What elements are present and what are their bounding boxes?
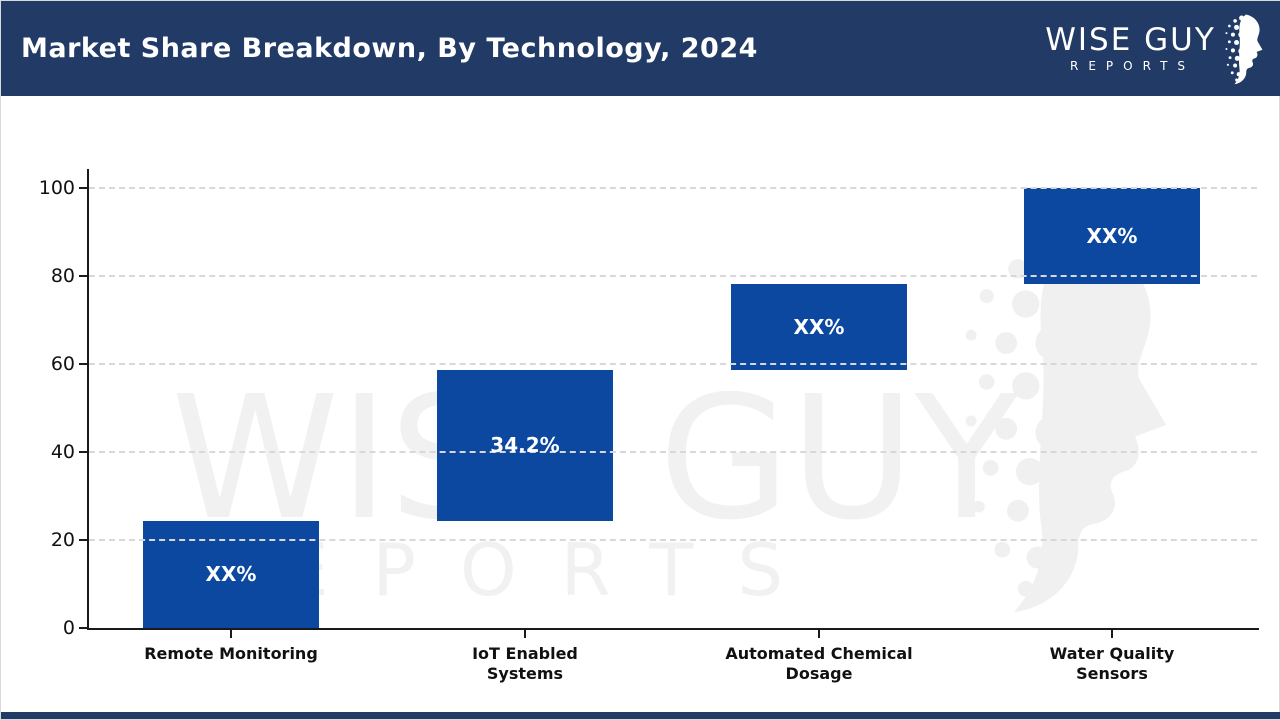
y-tick-0 [79,627,87,629]
x-tick-water-quality-sensors [1111,630,1113,638]
face-logo-icon [1225,13,1263,84]
y-tick-80 [79,275,87,277]
x-tick-remote-monitoring [230,630,232,638]
brand-logo: WISE GUY REPORTS [1045,13,1263,85]
gridline-40 [89,451,1257,453]
y-axis-line [87,169,89,630]
brand-subtitle-text: REPORTS [1070,58,1196,73]
x-axis-line [87,628,1259,630]
bar-water-quality-sensors [1024,188,1200,284]
brand-wordmark: WISE GUY REPORTS [1045,24,1216,73]
y-tick-label-0: 0 [62,617,75,639]
gridline-100 [89,187,1257,189]
bar-value-label-iot-enabled-systems: 34.2% [490,433,560,458]
y-tick-60 [79,363,87,365]
bar-iot-enabled-systems [437,370,613,521]
bar-value-label-water-quality-sensors: XX% [1086,223,1138,248]
bar-automated-chemical-dosage [731,283,907,371]
waterfall-chart: WISE GUY REPORTS 0 20 40 60 80 100 XX% Remote M… [1,96,1280,714]
y-tick-label-40: 40 [50,441,75,463]
category-label-automated-chemical-dosage: Automated Chemical Dosage [725,644,913,683]
gridline-80 [89,275,1257,277]
y-tick-20 [79,539,87,541]
brand-name-text: WISE GUY [1045,22,1216,59]
y-tick-label-60: 60 [50,353,75,375]
category-label-water-quality-sensors: Water Quality Sensors [1049,644,1175,683]
x-tick-iot-enabled-systems [524,630,526,638]
y-tick-100 [79,187,87,189]
category-label-iot-enabled-systems: IoT Enabled Systems [472,644,578,683]
watermark-face-icon [965,233,1167,613]
y-tick-40 [79,451,87,453]
category-label-remote-monitoring: Remote Monitoring [144,644,318,663]
y-tick-label-80: 80 [50,265,75,287]
header-bar: Market Share Breakdown, By Technology, 2… [1,1,1280,96]
bar-remote-monitoring [143,520,319,628]
footer-bar [1,712,1280,719]
bar-value-label-automated-chemical-dosage: XX% [793,315,845,340]
y-tick-label-100: 100 [38,177,75,199]
gridline-20 [89,539,1257,541]
bar-value-label-remote-monitoring: XX% [205,562,257,587]
gridline-60 [89,363,1257,365]
x-tick-automated-chemical-dosage [818,630,820,638]
y-tick-label-20: 20 [50,529,75,551]
page-title: Market Share Breakdown, By Technology, 2… [21,33,758,64]
